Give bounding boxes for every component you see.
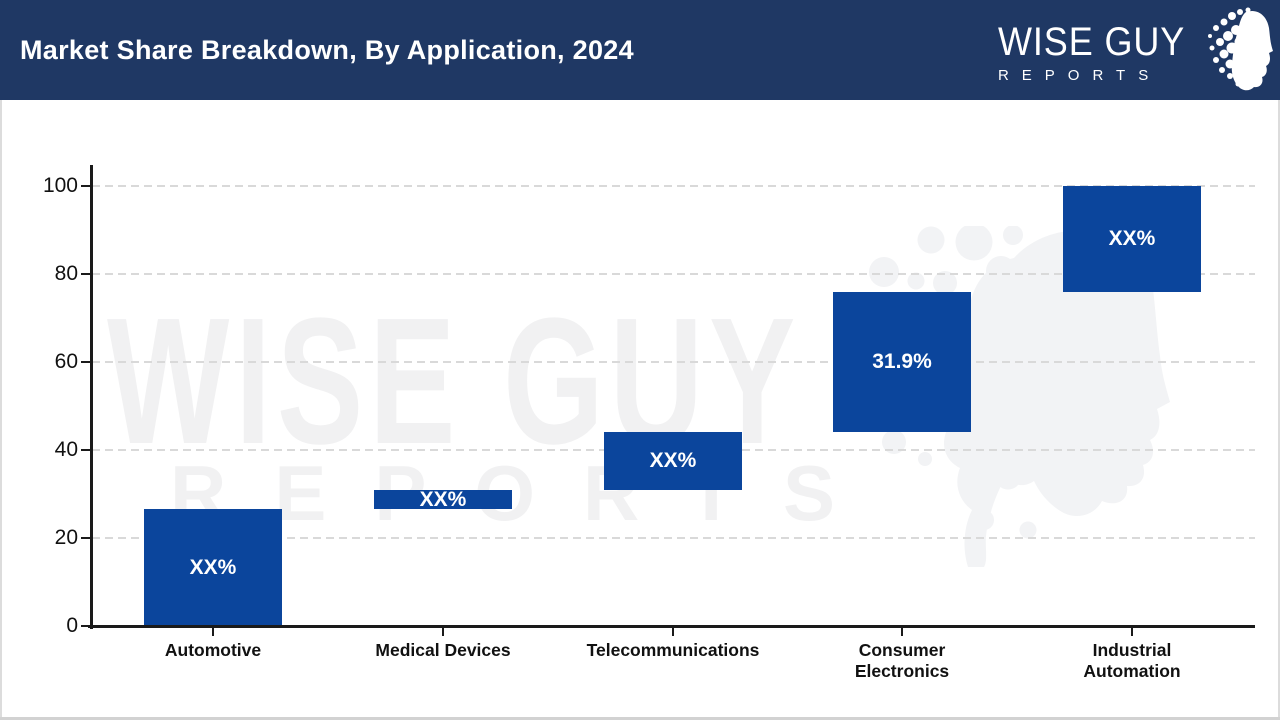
category-label-line: Telecommunications [586, 640, 760, 660]
category-label-line: Industrial [1092, 640, 1172, 660]
chart-panel: WISE GUY REPORTS 0 20 40 60 80 100 XX% Automoti… [0, 100, 1280, 717]
logo-face-icon [1208, 7, 1273, 91]
bar-industrial-automation: XX% [1063, 186, 1201, 292]
y-tick-mark-40 [81, 449, 90, 451]
y-tick-label-100: 100 [42, 174, 78, 197]
gridline-100 [92, 185, 1255, 187]
gridline-80 [92, 273, 1255, 275]
header-bar: Market Share Breakdown, By Application, … [0, 0, 1280, 100]
bar-value-label-industrial-automation: XX% [1108, 226, 1156, 250]
x-tick-mark-automotive [212, 627, 214, 636]
logo-subtitle: REPORTS [997, 67, 1162, 84]
bar-value-label-medical-devices: XX% [419, 487, 467, 511]
bar-value-label-consumer-electronics: 31.9% [872, 349, 932, 373]
wise-guy-logo: WISE GUY REPORTS [998, 20, 1206, 84]
y-tick-label-40: 40 [54, 438, 78, 461]
y-tick-mark-80 [81, 273, 90, 275]
watermark-face-icon [869, 226, 1170, 567]
y-tick-label-80: 80 [54, 262, 78, 285]
bar-automotive: XX% [144, 509, 282, 626]
category-label-telecommunications: Telecommunications [563, 640, 783, 661]
y-tick-label-20: 20 [54, 526, 78, 549]
x-axis-line [88, 624, 1255, 628]
category-label-industrial-automation: Industrial Automation [1022, 640, 1242, 682]
y-tick-mark-100 [81, 185, 90, 187]
bar-value-label-telecommunications: XX% [649, 448, 697, 472]
category-label-consumer-electronics: Consumer Electronics [792, 640, 1012, 682]
y-tick-mark-20 [81, 537, 90, 539]
bar-value-label-automotive: XX% [189, 555, 237, 579]
bar-consumer-electronics: 31.9% [833, 291, 971, 432]
y-tick-label-60: 60 [54, 350, 78, 373]
category-label-line: Electronics [854, 661, 950, 681]
gridline-60 [92, 361, 1255, 363]
gridline-20 [92, 537, 1255, 539]
category-label-line: Consumer [858, 640, 946, 660]
category-label-line: Medical Devices [375, 640, 511, 660]
page-title: Market Share Breakdown, By Application, … [20, 34, 634, 65]
y-tick-mark-0 [81, 625, 90, 627]
bottom-divider [0, 717, 1280, 720]
x-tick-mark-telecommunications [672, 627, 674, 636]
y-tick-label-0: 0 [66, 614, 78, 637]
x-tick-mark-consumer-electronics [901, 627, 903, 636]
y-axis-line [90, 165, 93, 629]
category-label-automotive: Automotive [103, 640, 323, 661]
bar-telecommunications: XX% [604, 431, 742, 490]
category-label-medical-devices: Medical Devices [333, 640, 553, 661]
x-tick-mark-industrial-automation [1131, 627, 1133, 636]
y-tick-mark-60 [81, 361, 90, 363]
category-label-line: Automotive [164, 640, 262, 660]
category-label-line: Automation [1083, 661, 1181, 681]
bar-medical-devices: XX% [374, 487, 512, 511]
x-tick-mark-medical-devices [442, 627, 444, 636]
logo-wordmark: WISE GUY [997, 20, 1186, 64]
